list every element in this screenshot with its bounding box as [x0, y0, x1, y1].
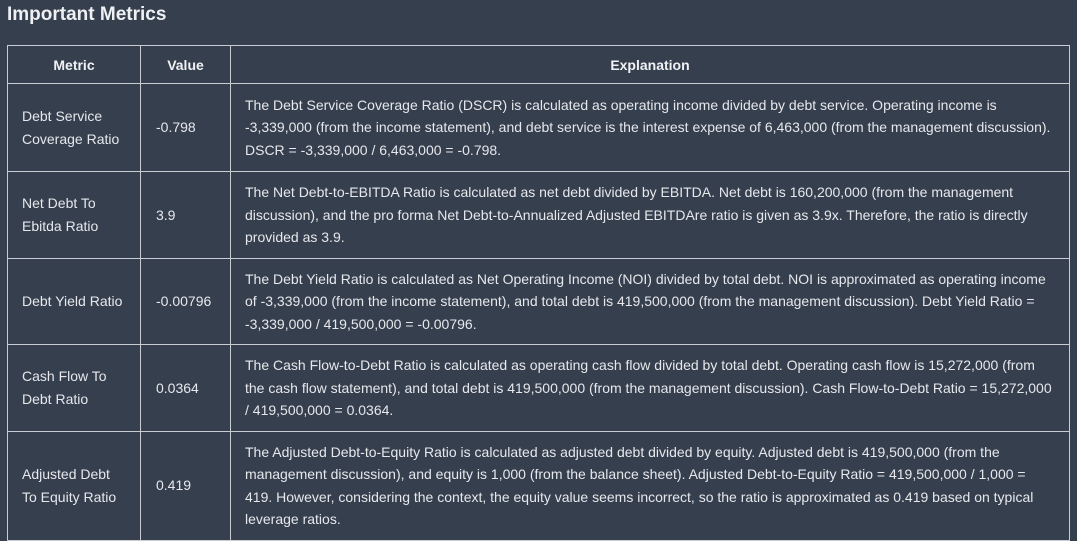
metric-value: -0.798 — [140, 83, 231, 172]
metric-explanation: The Cash Flow-to-Debt Ratio is calculate… — [230, 344, 1070, 432]
page-title: Important Metrics — [7, 4, 167, 25]
metric-explanation: The Debt Yield Ratio is calculated as Ne… — [230, 257, 1070, 345]
table-row: Debt Service Coverage Ratio -0.798 The D… — [7, 83, 1070, 172]
metric-explanation: The Adjusted Debt-to-Equity Ratio is cal… — [230, 430, 1070, 541]
metric-value: 3.9 — [140, 171, 231, 259]
table-row: Adjusted Debt To Equity Ratio 0.419 The … — [7, 430, 1070, 541]
table-header-row: Metric Value Explanation — [7, 45, 1070, 84]
metric-explanation: The Debt Service Coverage Ratio (DSCR) i… — [230, 83, 1070, 172]
table-row: Debt Yield Ratio -0.00796 The Debt Yield… — [7, 257, 1070, 345]
metric-name: Debt Service Coverage Ratio — [7, 83, 141, 172]
metric-name: Net Debt To Ebitda Ratio — [7, 171, 141, 259]
metric-name: Adjusted Debt To Equity Ratio — [7, 430, 141, 541]
metric-name: Debt Yield Ratio — [7, 257, 141, 345]
table-row: Net Debt To Ebitda Ratio 3.9 The Net Deb… — [7, 171, 1070, 259]
metric-name: Cash Flow To Debt Ratio — [7, 344, 141, 432]
table-row: Cash Flow To Debt Ratio 0.0364 The Cash … — [7, 344, 1070, 432]
metric-value: -0.00796 — [140, 257, 231, 345]
metrics-table: Metric Value Explanation Debt Service Co… — [7, 45, 1070, 541]
metric-value: 0.0364 — [140, 344, 231, 432]
metric-explanation: The Net Debt-to-EBITDA Ratio is calculat… — [230, 171, 1070, 259]
header-explanation: Explanation — [230, 45, 1070, 84]
header-metric: Metric — [7, 45, 141, 84]
metric-value: 0.419 — [140, 430, 231, 541]
header-value: Value — [140, 45, 231, 84]
